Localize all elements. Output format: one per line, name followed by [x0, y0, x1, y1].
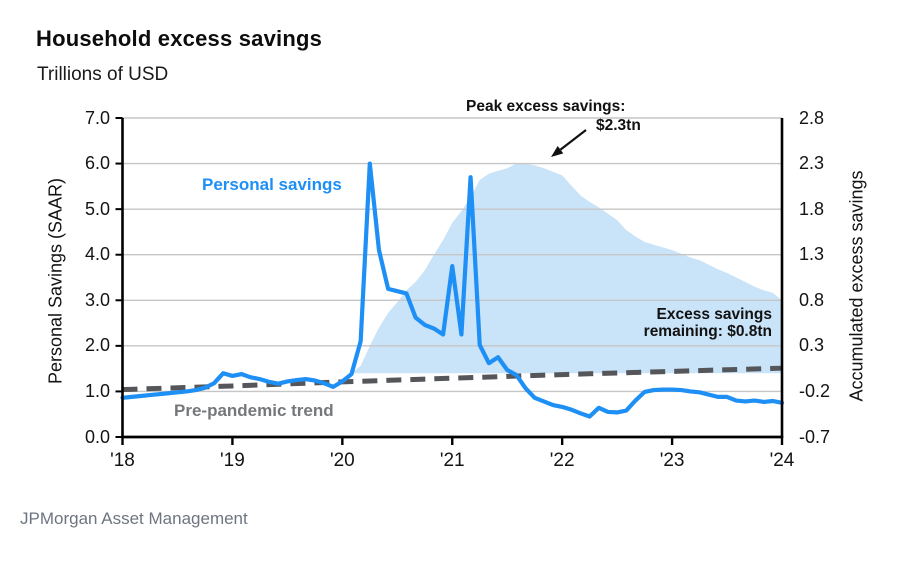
y-right-tick-label: 1.8: [799, 198, 825, 219]
y-right-tick-label: -0.7: [799, 426, 831, 447]
y-right-tick-label: 1.3: [799, 244, 825, 265]
y-right-tick-label: 2.8: [799, 107, 825, 128]
y-right-tick-label: 0.8: [799, 289, 825, 310]
y-left-tick-label: 0.0: [84, 426, 110, 447]
peak-arrow-head: [551, 146, 564, 157]
x-tick-label: '23: [659, 450, 685, 471]
chart-subtitle: Trillions of USD: [37, 64, 169, 85]
x-tick-label: '19: [220, 450, 245, 471]
accumulated-area: [351, 163, 782, 374]
source-credit: JPMorgan Asset Management: [20, 509, 248, 528]
y-right-tick-label: 2.3: [799, 153, 825, 174]
remaining-annotation-line1: Excess savings: [656, 306, 772, 323]
remaining-annotation: Excess savings remaining: $0.8tn: [590, 306, 772, 340]
peak-annotation-text: Peak excess savings:: [466, 98, 626, 115]
x-tick-label: '20: [329, 450, 355, 471]
y-left-tick-label: 4.0: [84, 244, 110, 265]
y-right-tick-label: 0.3: [799, 335, 825, 356]
y-left-tick-label: 7.0: [84, 107, 110, 128]
x-tick-label: '22: [549, 450, 575, 471]
x-tick-label: '21: [439, 450, 465, 471]
pre-pandemic-trend-line: [122, 365, 783, 393]
y-left-tick-label: 1.0: [84, 380, 110, 401]
y-left-tick-label: 3.0: [84, 289, 110, 310]
personal-savings-line: [120, 161, 785, 419]
y-right-tick-label: -0.2: [799, 380, 831, 401]
chart-title: Household excess savings: [36, 26, 323, 51]
y-left-tick-label: 2.0: [84, 335, 110, 356]
peak-annotation-value: $2.3tn: [596, 117, 641, 134]
peak-arrow: [559, 129, 587, 151]
x-tick-label: '18: [110, 450, 135, 471]
x-tick-label: '24: [769, 450, 795, 471]
y-left-tick-label: 5.0: [84, 198, 110, 219]
pre-pandemic-trend-label: Pre-pandemic trend: [174, 401, 334, 420]
personal-savings-label: Personal savings: [202, 175, 342, 194]
remaining-annotation-line2: remaining: $0.8tn: [643, 323, 772, 340]
y-left-tick-label: 6.0: [84, 153, 110, 174]
